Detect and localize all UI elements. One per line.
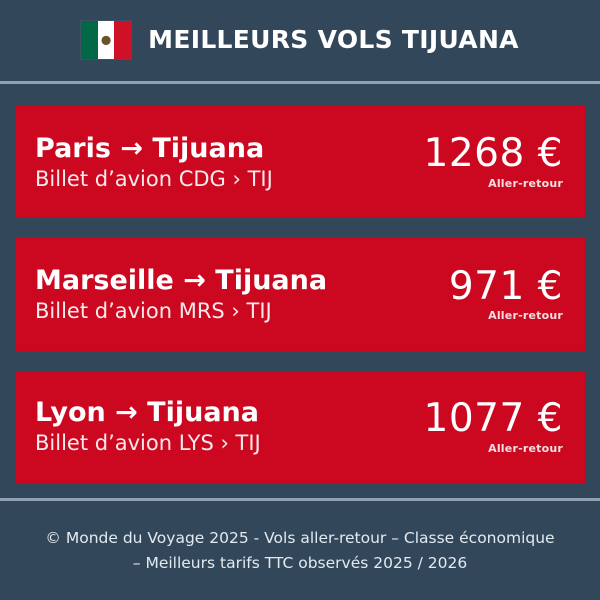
flight-card[interactable]: Marseille → Tijuana Billet d’avion MRS ›… <box>15 238 585 351</box>
flight-price-note: Aller-retour <box>488 177 563 191</box>
flight-card-list: Paris → Tijuana Billet d’avion CDG › TIJ… <box>0 84 600 498</box>
flight-subtitle: Billet d’avion MRS › TIJ <box>35 298 272 323</box>
mexico-flag-icon: ● <box>81 20 132 59</box>
flight-subtitle: Billet d’avion CDG › TIJ <box>35 166 273 191</box>
flight-price: 1268 € <box>423 131 563 177</box>
flight-price: 971 € <box>448 263 563 309</box>
flight-price-note: Aller-retour <box>488 441 563 455</box>
page-footer: © Monde du Voyage 2025 - Vols aller-reto… <box>0 501 600 600</box>
page-title: MEILLEURS VOLS TIJUANA <box>148 25 519 54</box>
flag-band-red <box>114 20 132 59</box>
flight-price-block: 971 € Aller-retour <box>448 263 563 323</box>
flight-subtitle: Billet d’avion LYS › TIJ <box>35 431 261 456</box>
flight-card-info: Marseille → Tijuana Billet d’avion MRS ›… <box>35 265 327 324</box>
flight-price-block: 1268 € Aller-retour <box>423 131 563 191</box>
flight-card-info: Lyon → Tijuana Billet d’avion LYS › TIJ <box>35 397 261 456</box>
flight-card[interactable]: Lyon → Tijuana Billet d’avion LYS › TIJ … <box>15 370 585 483</box>
flight-price-block: 1077 € Aller-retour <box>423 395 563 455</box>
flight-card-info: Paris → Tijuana Billet d’avion CDG › TIJ <box>35 133 273 192</box>
flag-band-white <box>97 20 115 59</box>
footer-divider <box>0 498 600 501</box>
page-header: ● MEILLEURS VOLS TIJUANA <box>0 0 600 81</box>
header-divider <box>0 81 600 84</box>
flight-route: Marseille → Tijuana <box>35 264 328 296</box>
flag-band-green <box>81 20 98 59</box>
eagle-emblem-icon: ● <box>100 32 112 46</box>
flight-card[interactable]: Paris → Tijuana Billet d’avion CDG › TIJ… <box>15 106 585 219</box>
footer-text: © Monde du Voyage 2025 - Vols aller-reto… <box>45 528 555 572</box>
flight-price: 1077 € <box>423 395 563 441</box>
flight-route: Lyon → Tijuana <box>35 397 259 429</box>
flight-price-note: Aller-retour <box>488 309 563 323</box>
flight-route: Paris → Tijuana <box>35 132 265 164</box>
